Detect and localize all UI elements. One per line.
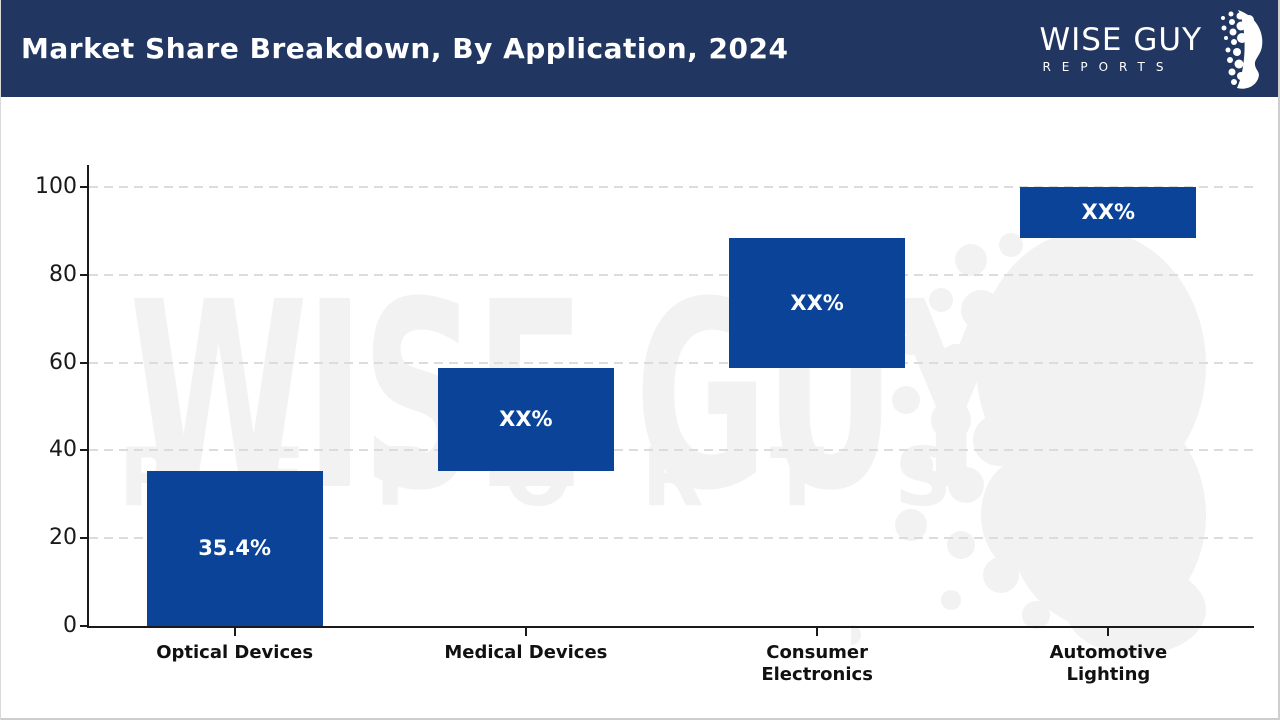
y-tick-mark-80	[80, 273, 89, 276]
brand-logo: WISE GUY REPORTS	[1039, 8, 1266, 90]
page-title: Market Share Breakdown, By Application, …	[21, 32, 789, 65]
x-category-label-3: Automotive Lighting	[1049, 642, 1168, 685]
x-axis	[87, 626, 1254, 628]
y-tick-mark-0	[80, 625, 89, 627]
y-tick-mark-60	[80, 361, 89, 364]
y-tick-mark-40	[80, 449, 89, 452]
x-tick-mark-0	[233, 628, 236, 636]
bar-automotive-lighting: XX%	[1020, 186, 1197, 238]
gridline-60	[89, 361, 1254, 364]
y-tick-label-100: 100	[35, 173, 77, 199]
y-tick-label-0: 0	[63, 613, 77, 638]
x-tick-mark-2	[816, 628, 819, 636]
bar-value-label: XX%	[1081, 200, 1136, 225]
gridline-80	[89, 273, 1254, 276]
gridline-100	[89, 185, 1254, 188]
x-category-label-2: Consumer Electronics	[761, 642, 873, 685]
brand-logo-text: WISE GUY REPORTS	[1039, 22, 1202, 74]
x-tick-mark-1	[524, 628, 527, 636]
bar-optical-devices: 35.4%	[146, 470, 323, 626]
x-category-label-0: Optical Devices	[156, 642, 314, 663]
y-tick-mark-20	[80, 537, 89, 540]
y-tick-mark-100	[80, 185, 89, 188]
brand-logo-name: WISE GUY	[1039, 22, 1202, 58]
bar-consumer-electronics: XX%	[729, 237, 906, 368]
bar-value-label: XX%	[790, 290, 844, 315]
brand-logo-subtitle: REPORTS	[1042, 60, 1175, 74]
header-bar: Market Share Breakdown, By Application, …	[1, 0, 1278, 97]
y-axis	[87, 165, 89, 628]
bottom-border	[1, 718, 1278, 720]
y-tick-label-80: 80	[49, 261, 77, 287]
y-tick-label-40: 40	[49, 437, 77, 463]
x-tick-mark-3	[1107, 628, 1110, 636]
x-category-label-1: Medical Devices	[444, 642, 608, 663]
y-tick-label-20: 20	[49, 525, 77, 551]
gridline-40	[89, 449, 1254, 452]
bar-value-label: XX%	[499, 407, 553, 432]
brand-logo-face-icon	[1221, 10, 1263, 89]
watermark-head-icon	[851, 230, 1206, 655]
y-tick-label-60: 60	[49, 349, 77, 375]
gridline-20	[89, 537, 1254, 540]
bar-value-label: 35.4%	[198, 536, 272, 561]
bar-medical-devices: XX%	[437, 367, 614, 471]
